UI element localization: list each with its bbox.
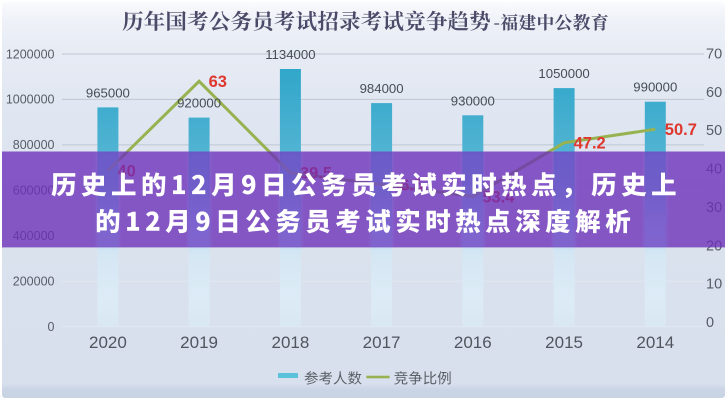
svg-text:930000: 930000: [451, 93, 495, 108]
svg-text:200000: 200000: [13, 275, 55, 289]
svg-text:2018: 2018: [271, 333, 309, 352]
svg-text:70: 70: [706, 47, 722, 63]
svg-text:2016: 2016: [454, 333, 492, 352]
svg-text:1200000: 1200000: [6, 47, 55, 61]
svg-text:920000: 920000: [177, 96, 221, 111]
svg-text:984000: 984000: [360, 81, 404, 96]
svg-text:1134000: 1134000: [265, 47, 315, 62]
svg-text:60: 60: [706, 85, 722, 101]
svg-text:2017: 2017: [363, 333, 401, 352]
svg-text:50.7: 50.7: [665, 121, 697, 139]
svg-text:50: 50: [706, 123, 722, 139]
svg-text:1050000: 1050000: [538, 66, 589, 81]
svg-text:1000000: 1000000: [6, 93, 55, 107]
svg-text:990000: 990000: [633, 80, 677, 95]
svg-text:0: 0: [706, 315, 714, 331]
svg-text:2015: 2015: [545, 333, 583, 352]
svg-text:0: 0: [48, 320, 55, 334]
svg-text:2020: 2020: [89, 333, 127, 352]
svg-text:965000: 965000: [86, 85, 130, 100]
svg-text:63: 63: [209, 73, 227, 91]
svg-text:47.2: 47.2: [574, 135, 606, 153]
svg-text:10: 10: [706, 277, 722, 293]
svg-text:2014: 2014: [636, 333, 674, 352]
svg-text:2019: 2019: [180, 333, 218, 352]
svg-text:800000: 800000: [13, 138, 55, 152]
